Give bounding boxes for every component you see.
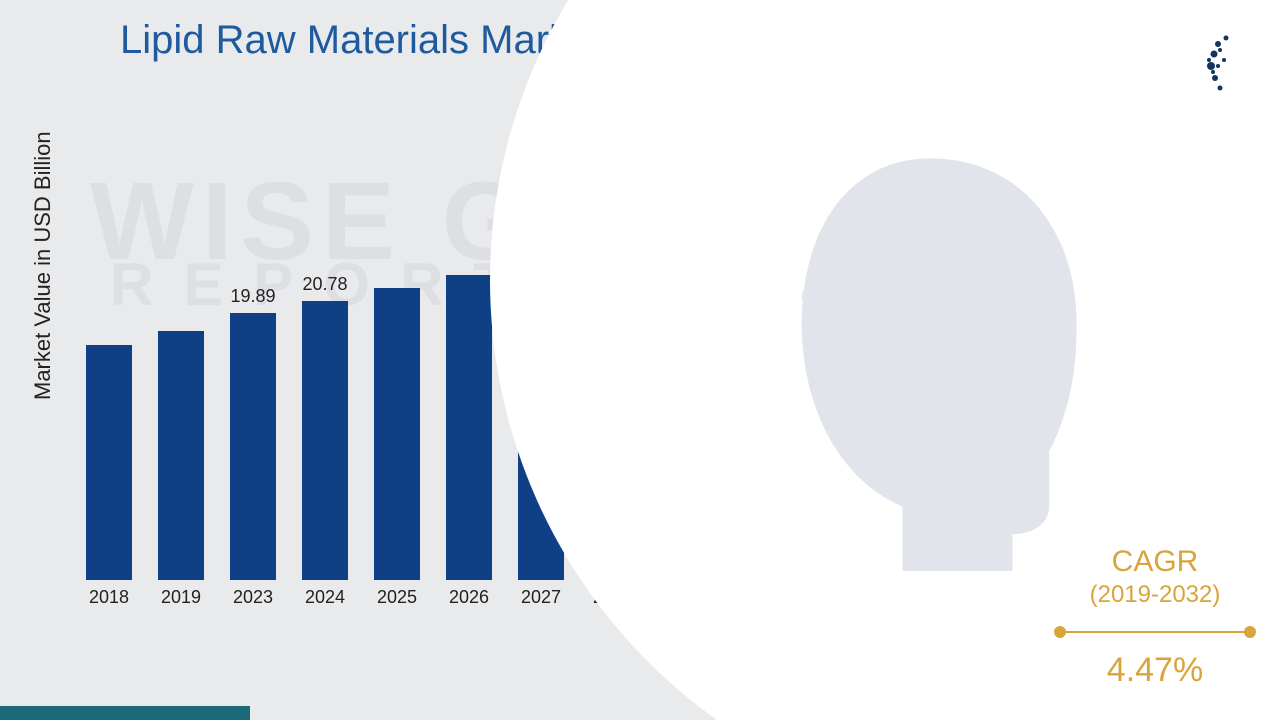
cagr-value: 4.47%	[1030, 651, 1280, 690]
cagr-block: CAGR (2019-2032) 4.47%	[1030, 545, 1280, 690]
bar	[158, 331, 204, 580]
x-tick-label: 2026	[434, 587, 504, 608]
bar	[374, 288, 420, 580]
page-root: Lipid Raw Materials Market WISE GUY REPO…	[0, 0, 1280, 720]
right-panel: WISE GUY REPORTS CAGR (2019-2032) 4.47%	[970, 0, 1280, 720]
cagr-title: CAGR	[1030, 545, 1280, 579]
x-tick-label: 2024	[290, 587, 360, 608]
chart-title: Lipid Raw Materials Market	[120, 18, 602, 63]
bar	[86, 345, 132, 580]
logo-sub-text: REPORTS	[980, 59, 1216, 82]
y-axis-label: Market Value in USD Billion	[30, 131, 56, 400]
bar-value-label: 19.89	[218, 286, 288, 307]
brand-logo: WISE GUY REPORTS	[980, 20, 1260, 82]
x-tick-label: 2025	[362, 587, 432, 608]
bar-value-label: 20.78	[290, 274, 360, 295]
bar	[230, 313, 276, 580]
logo-head-icon	[1198, 30, 1258, 120]
bar	[302, 301, 348, 580]
bar	[446, 275, 492, 580]
footer-accent-bar	[0, 706, 250, 720]
x-tick-label: 2023	[218, 587, 288, 608]
x-tick-label: 2018	[74, 587, 144, 608]
x-tick-label: 2019	[146, 587, 216, 608]
x-tick-label: 2027	[506, 587, 576, 608]
cagr-divider-line	[1060, 631, 1250, 633]
cagr-range: (2019-2032)	[1030, 581, 1280, 609]
